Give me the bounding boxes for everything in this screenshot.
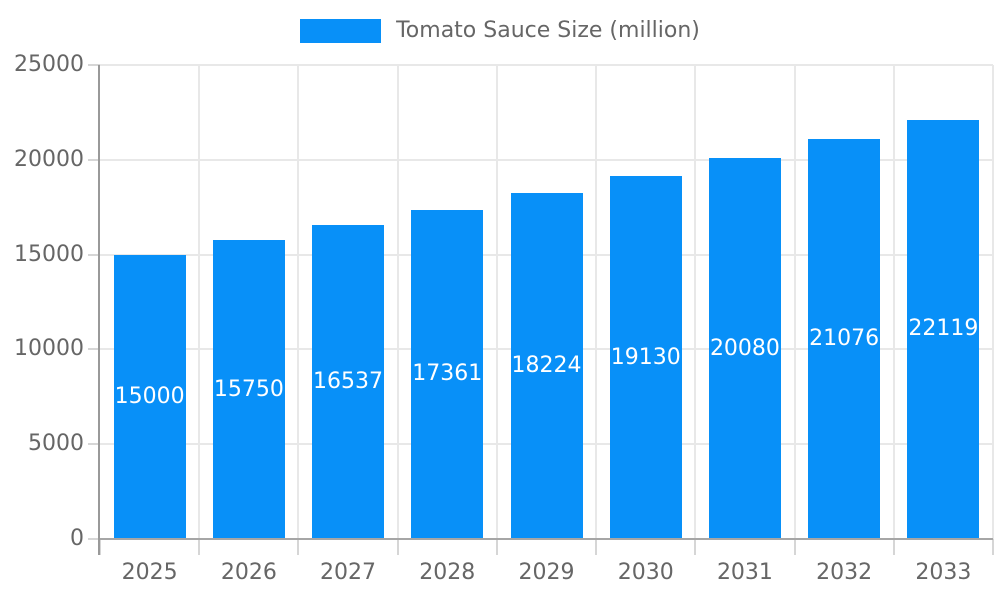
y-tick (88, 348, 100, 351)
y-gridline (100, 158, 993, 161)
y-axis-label: 5000 (28, 431, 84, 457)
x-gridline (495, 65, 498, 539)
x-axis-label: 2032 (816, 560, 873, 585)
y-axis-label: 0 (70, 526, 84, 551)
x-gridline (595, 65, 598, 539)
legend-item[interactable]: Tomato Sauce Size (million) (0, 17, 1000, 45)
bar (907, 119, 980, 539)
x-axis-label: 2025 (121, 560, 178, 585)
x-tick (198, 539, 201, 555)
y-axis-label: 15000 (14, 241, 84, 267)
y-tick (88, 158, 100, 161)
x-axis-label: 2026 (220, 560, 277, 585)
bar-value-label: 21076 (809, 326, 880, 352)
y-gridline (100, 64, 993, 66)
x-axis-label: 2029 (518, 560, 575, 585)
x-gridline (793, 65, 796, 539)
bar (312, 225, 385, 539)
bar-value-label: 15750 (213, 376, 284, 402)
bar (411, 209, 484, 539)
y-tick (88, 253, 100, 256)
bar-value-label: 22119 (908, 316, 979, 342)
x-tick (99, 539, 101, 555)
x-axis-label: 2033 (915, 560, 972, 585)
x-tick (892, 539, 895, 555)
bar-value-label: 15000 (114, 383, 185, 409)
y-axis-label: 25000 (14, 52, 84, 77)
y-tick (88, 443, 100, 446)
x-tick (992, 539, 994, 555)
bar-value-label: 20080 (709, 335, 780, 361)
y-axis-label: 10000 (14, 336, 84, 362)
bar-value-label: 17361 (412, 361, 483, 387)
x-gridline (694, 65, 697, 539)
x-tick (793, 539, 796, 555)
bar-value-label: 18224 (511, 353, 582, 379)
x-tick (396, 539, 399, 555)
x-gridline (892, 65, 895, 539)
bar (609, 176, 682, 539)
x-tick (694, 539, 697, 555)
y-tick (88, 538, 100, 540)
x-axis-label: 2027 (320, 560, 377, 585)
x-axis-label: 2028 (419, 560, 476, 585)
bar (510, 193, 583, 539)
y-tick (88, 64, 100, 66)
bar (808, 139, 881, 539)
bar (113, 254, 186, 539)
bar-value-label: 19130 (610, 344, 681, 370)
y-axis-line (98, 65, 100, 555)
x-axis-label: 2030 (617, 560, 674, 585)
x-gridline (198, 65, 201, 539)
x-gridline (297, 65, 300, 539)
bar (708, 158, 781, 539)
y-axis-label: 20000 (14, 146, 84, 172)
x-gridline (992, 65, 994, 539)
x-tick (595, 539, 598, 555)
legend-swatch-icon (300, 19, 382, 43)
x-axis-line (100, 538, 993, 540)
x-tick (297, 539, 300, 555)
legend-label: Tomato Sauce Size (million) (396, 18, 700, 43)
x-gridline (396, 65, 399, 539)
bar-value-label: 16537 (313, 369, 384, 395)
x-axis-label: 2031 (716, 560, 773, 585)
x-tick (495, 539, 498, 555)
bar (212, 240, 285, 539)
